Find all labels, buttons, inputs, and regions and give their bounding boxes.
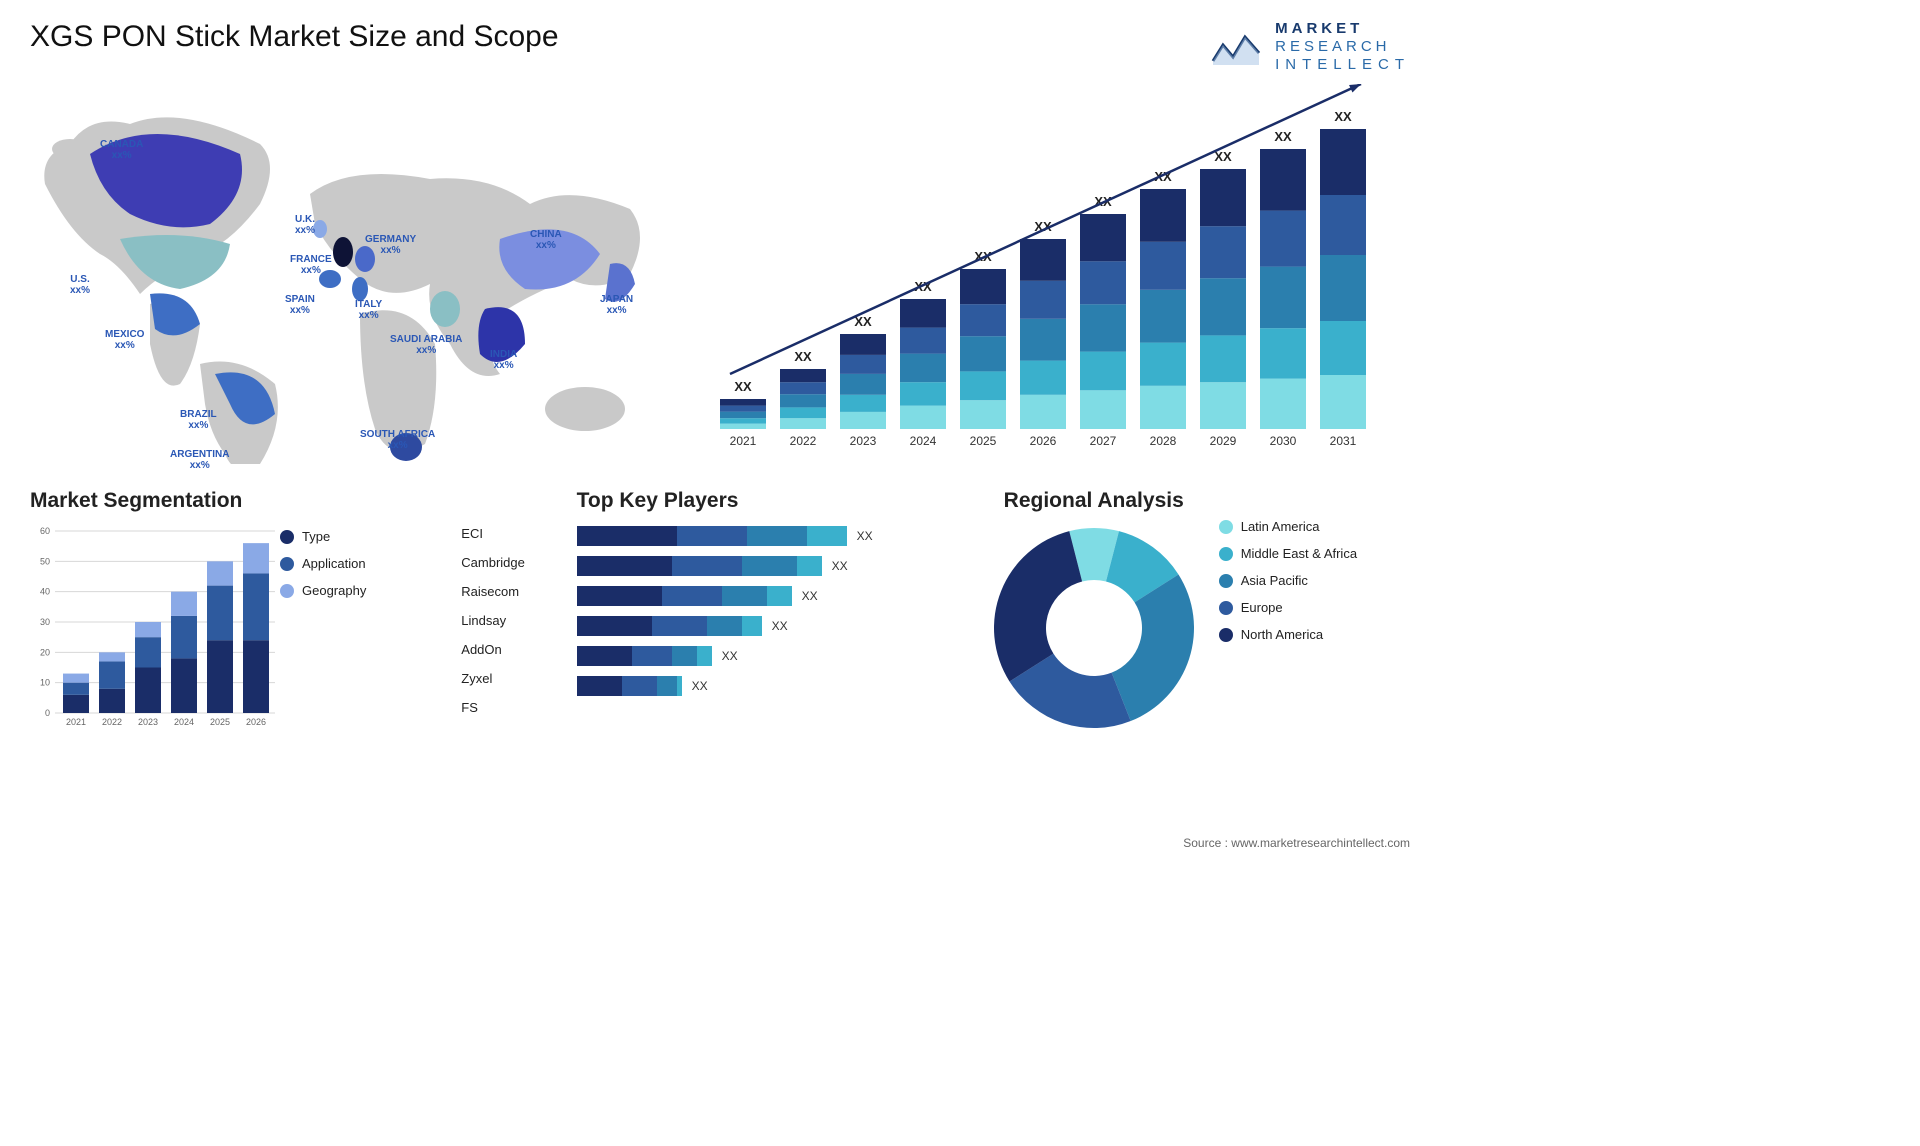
svg-text:2025: 2025 [970, 434, 997, 448]
logo-line2: RESEARCH [1275, 38, 1410, 56]
world-map: CANADAxx% U.S.xx% MEXICOxx% U.K.xx% FRANCExx… [30, 84, 670, 464]
regional-donut-svg [989, 523, 1199, 733]
map-label: U.K.xx% [295, 214, 315, 236]
map-label: ITALYxx% [355, 299, 382, 321]
key-player-row: XX [577, 553, 979, 579]
svg-text:30: 30 [40, 617, 50, 627]
svg-text:2021: 2021 [730, 434, 757, 448]
map-label: SOUTH AFRICAxx% [360, 429, 435, 451]
map-label: SAUDI ARABIAxx% [390, 334, 462, 356]
legend-item: Geography [280, 583, 440, 598]
player-name: AddOn [461, 635, 566, 664]
legend-item: Asia Pacific [1219, 573, 1409, 588]
svg-text:2023: 2023 [850, 434, 877, 448]
source-label: Source : www.marketresearchintellect.com [1183, 836, 1410, 850]
player-name: Cambridge [461, 548, 566, 577]
map-label: SPAINxx% [285, 294, 315, 316]
key-player-row: XX [577, 643, 979, 669]
legend-item: Application [280, 556, 440, 571]
legend-item: Latin America [1219, 519, 1409, 534]
key-player-row: XX [577, 673, 979, 699]
regional-title: Regional Analysis [989, 489, 1199, 513]
map-label: U.S.xx% [70, 274, 90, 296]
brand-logo-icon [1211, 27, 1267, 67]
map-label: CHINAxx% [530, 229, 562, 251]
svg-text:10: 10 [40, 678, 50, 688]
key-player-row: XX [577, 613, 979, 639]
page-title: XGS PON Stick Market Size and Scope [30, 20, 559, 54]
regional-panel: Regional Analysis Latin America Middle Ea… [989, 489, 1410, 738]
segmentation-panel: Market Segmentation 0 10 20 30 40 50 60 2021 20… [30, 489, 451, 738]
svg-text:50: 50 [40, 556, 50, 566]
segmentation-title: Market Segmentation [30, 489, 280, 513]
svg-text:2026: 2026 [1030, 434, 1057, 448]
sub-row: Market Segmentation 0 10 20 30 40 50 60 2021 20… [30, 489, 1410, 738]
segmentation-chart-svg: 0 10 20 30 40 50 60 2021 2022 2023 2024 2025 2026 [30, 523, 280, 733]
key-players-rows: XX XX XX XX XX XX [577, 523, 979, 699]
svg-text:2029: 2029 [1210, 434, 1237, 448]
map-label: FRANCExx% [290, 254, 332, 276]
map-label: BRAZILxx% [180, 409, 217, 431]
player-name: FS [461, 693, 566, 722]
svg-text:2024: 2024 [910, 434, 937, 448]
header: XGS PON Stick Market Size and Scope MARK… [30, 20, 1410, 74]
map-label: ARGENTINAxx% [170, 449, 229, 471]
svg-text:XX: XX [734, 379, 752, 394]
growth-chart-svg: 2021XX2022XX2023XX2024XX2025XX2026XX2027… [700, 84, 1420, 464]
map-label: INDIAxx% [490, 349, 517, 371]
svg-text:2021: 2021 [66, 717, 86, 727]
brand-logo: MARKET RESEARCH INTELLECT [1211, 20, 1410, 74]
svg-text:XX: XX [1334, 109, 1352, 124]
svg-text:2027: 2027 [1090, 434, 1117, 448]
svg-text:XX: XX [794, 349, 812, 364]
svg-text:2022: 2022 [102, 717, 122, 727]
legend-item: Europe [1219, 600, 1409, 615]
svg-text:20: 20 [40, 647, 50, 657]
map-label: GERMANYxx% [365, 234, 416, 256]
map-label: JAPANxx% [600, 294, 633, 316]
legend-item: Type [280, 529, 440, 544]
map-label: CANADAxx% [100, 139, 143, 161]
key-players-title: Top Key Players [577, 489, 979, 513]
svg-text:XX: XX [1274, 129, 1292, 144]
map-label: MEXICOxx% [105, 329, 144, 351]
logo-line3: INTELLECT [1275, 56, 1410, 74]
svg-text:0: 0 [45, 708, 50, 718]
player-name: Zyxel [461, 664, 566, 693]
svg-text:60: 60 [40, 526, 50, 536]
key-player-row: XX [577, 583, 979, 609]
key-player-row: XX [577, 523, 979, 549]
svg-text:2023: 2023 [138, 717, 158, 727]
segmentation-legend: Type Application Geography [280, 489, 440, 738]
svg-text:2024: 2024 [174, 717, 194, 727]
growth-chart: 2021XX2022XX2023XX2024XX2025XX2026XX2027… [700, 84, 1420, 464]
svg-text:2031: 2031 [1330, 434, 1357, 448]
top-row: CANADAxx% U.S.xx% MEXICOxx% U.K.xx% FRANCExx… [30, 84, 1410, 464]
svg-text:40: 40 [40, 587, 50, 597]
player-name: Lindsay [461, 606, 566, 635]
logo-line1: MARKET [1275, 20, 1410, 38]
legend-item: North America [1219, 627, 1409, 642]
legend-item: Middle East & Africa [1219, 546, 1409, 561]
svg-text:2025: 2025 [210, 717, 230, 727]
svg-text:2022: 2022 [790, 434, 817, 448]
player-name: Raisecom [461, 577, 566, 606]
svg-text:2026: 2026 [246, 717, 266, 727]
regional-legend: Latin America Middle East & Africa Asia Pa… [1219, 489, 1409, 738]
player-name: ECI [461, 519, 566, 548]
svg-text:2028: 2028 [1150, 434, 1177, 448]
player-names-list: ECICambridgeRaisecomLindsayAddOnZyxelFS [461, 489, 566, 738]
svg-text:2030: 2030 [1270, 434, 1297, 448]
key-players-panel: Top Key Players XX XX XX XX XX XX [577, 489, 979, 738]
